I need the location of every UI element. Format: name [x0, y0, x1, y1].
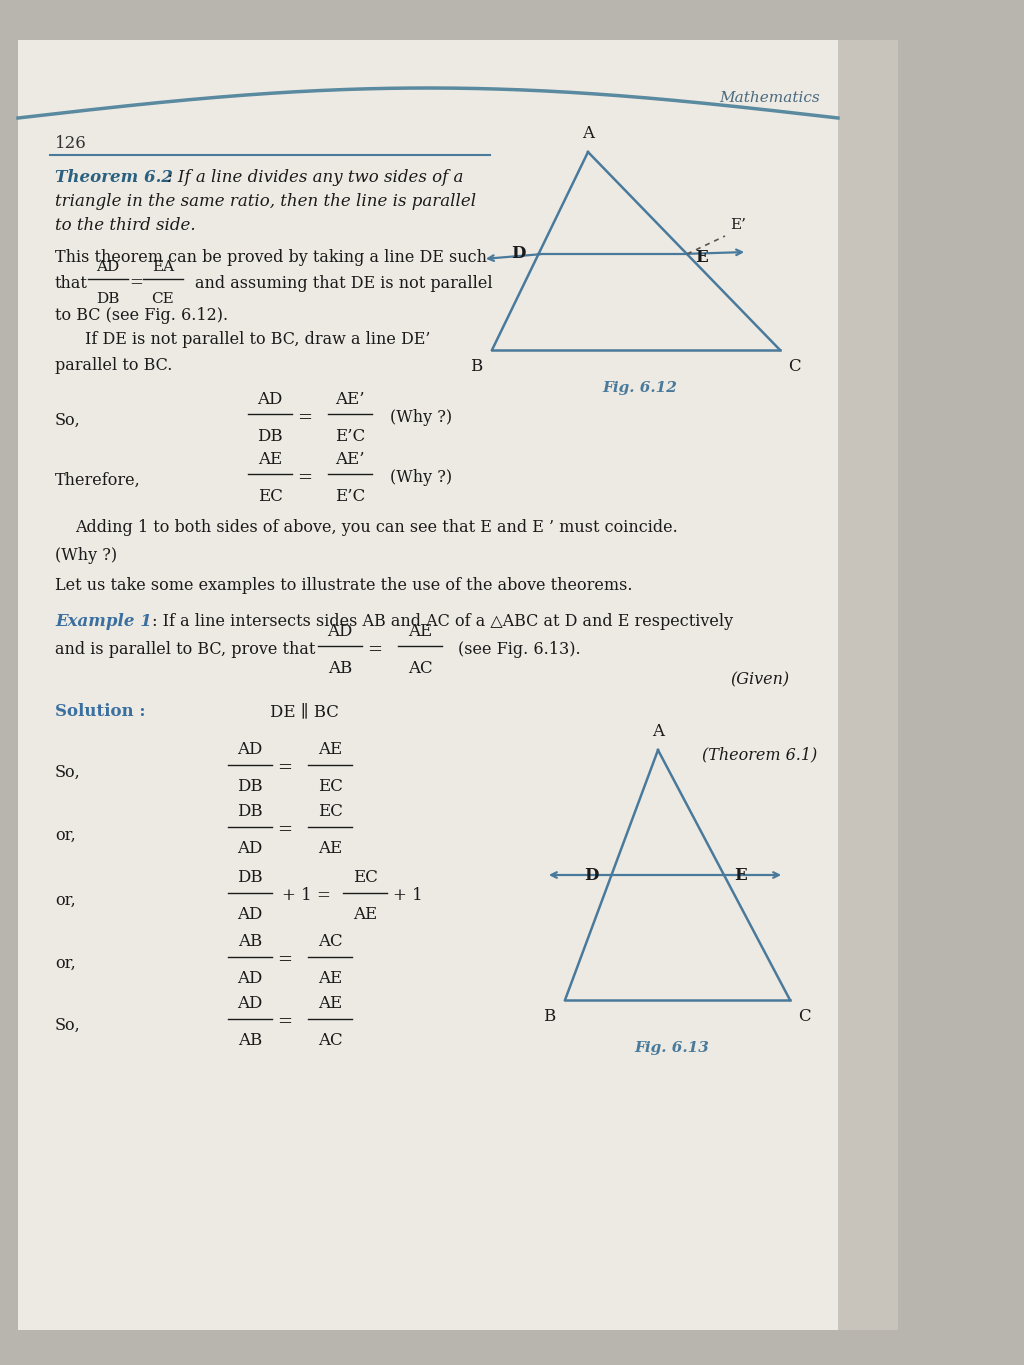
Text: parallel to BC.: parallel to BC. [55, 356, 172, 374]
Text: So,: So, [55, 1017, 81, 1033]
Text: =: = [298, 410, 312, 427]
Text: + 1: + 1 [393, 887, 423, 905]
Text: (Why ?): (Why ?) [390, 470, 453, 486]
Text: Fig. 6.13: Fig. 6.13 [635, 1041, 710, 1055]
Text: DB: DB [238, 803, 263, 820]
Text: EC: EC [317, 803, 342, 820]
Text: Therefore,: Therefore, [55, 471, 140, 489]
Text: AE: AE [317, 839, 342, 857]
Text: Let us take some examples to illustrate the use of the above theorems.: Let us take some examples to illustrate … [55, 576, 633, 594]
Text: C: C [798, 1007, 811, 1025]
Text: AD: AD [257, 390, 283, 408]
Text: : If a line divides any two sides of a: : If a line divides any two sides of a [167, 169, 464, 187]
Text: CE: CE [152, 292, 174, 306]
Text: AB: AB [328, 661, 352, 677]
Text: AD: AD [238, 839, 263, 857]
Text: AD: AD [238, 995, 263, 1011]
Text: AD: AD [238, 971, 263, 987]
Text: EC: EC [317, 778, 342, 794]
Text: This theorem can be proved by taking a line DE such: This theorem can be proved by taking a l… [55, 250, 487, 266]
Bar [838, 40, 898, 1330]
Text: AE: AE [317, 741, 342, 758]
Text: 126: 126 [55, 135, 87, 152]
Text: =: = [278, 1013, 293, 1031]
Text: A: A [582, 126, 594, 142]
Text: AC: AC [317, 934, 342, 950]
Text: or,: or, [55, 826, 76, 844]
Text: DB: DB [238, 778, 263, 794]
Text: : If a line intersects sides AB and AC of a △ABC at D and E respectively: : If a line intersects sides AB and AC o… [147, 613, 733, 631]
Text: E’C: E’C [335, 429, 366, 445]
Text: B: B [470, 358, 482, 375]
Text: Example 1: Example 1 [55, 613, 152, 631]
Text: AB: AB [238, 934, 262, 950]
Text: D: D [512, 246, 526, 262]
Text: (Theorem 6.1): (Theorem 6.1) [702, 747, 817, 763]
Text: AE: AE [353, 906, 377, 923]
Text: AD: AD [238, 741, 263, 758]
Text: A: A [652, 723, 664, 740]
Text: Solution :: Solution : [55, 703, 145, 721]
Text: E’C: E’C [335, 489, 366, 505]
Text: D: D [585, 867, 599, 883]
Text: triangle in the same ratio, then the line is parallel: triangle in the same ratio, then the lin… [55, 194, 476, 210]
Text: and is parallel to BC, prove that: and is parallel to BC, prove that [55, 642, 315, 658]
Text: AD: AD [238, 906, 263, 923]
Text: AE: AE [317, 971, 342, 987]
Text: (Given): (Given) [730, 672, 790, 688]
Text: AE: AE [258, 450, 283, 468]
Text: E’: E’ [730, 218, 746, 232]
Bar [18, 40, 838, 1330]
Text: AC: AC [317, 1032, 342, 1048]
Text: DB: DB [96, 292, 120, 306]
Text: So,: So, [55, 763, 81, 781]
Text: (Why ?): (Why ?) [55, 546, 117, 564]
Text: Fig. 6.12: Fig. 6.12 [602, 381, 678, 394]
Text: If DE is not parallel to BC, draw a line DE’: If DE is not parallel to BC, draw a line… [85, 332, 430, 348]
Text: =: = [298, 470, 312, 487]
Text: to BC (see Fig. 6.12).: to BC (see Fig. 6.12). [55, 307, 228, 324]
Text: E: E [695, 250, 708, 266]
Text: AE: AE [408, 622, 432, 640]
Text: or,: or, [55, 954, 76, 972]
Text: Mathematics: Mathematics [720, 91, 820, 105]
Text: =: = [278, 759, 293, 777]
Text: AC: AC [408, 661, 432, 677]
Text: =: = [278, 820, 293, 839]
Text: C: C [788, 358, 801, 375]
Text: AB: AB [238, 1032, 262, 1048]
Text: DE ∥ BC: DE ∥ BC [270, 703, 339, 721]
Text: Adding 1 to both sides of above, you can see that E and E ’ must coincide.: Adding 1 to both sides of above, you can… [75, 519, 678, 535]
Text: to the third side.: to the third side. [55, 217, 196, 235]
Text: E: E [734, 867, 746, 883]
Text: or,: or, [55, 891, 76, 909]
Text: and assuming that DE is not parallel: and assuming that DE is not parallel [195, 274, 493, 292]
Text: + 1 =: + 1 = [282, 887, 331, 905]
Text: EC: EC [258, 489, 283, 505]
Text: AD: AD [96, 259, 120, 274]
Text: Theorem 6.2: Theorem 6.2 [55, 169, 173, 187]
Text: that: that [55, 274, 88, 292]
Text: AD: AD [328, 622, 352, 640]
Text: AE’: AE’ [335, 450, 365, 468]
Text: So,: So, [55, 411, 81, 429]
Text: EA: EA [152, 259, 174, 274]
Text: =: = [129, 274, 143, 292]
Text: AE’: AE’ [335, 390, 365, 408]
Text: EC: EC [352, 870, 378, 886]
Text: =: = [278, 951, 293, 969]
Text: B: B [543, 1007, 555, 1025]
Text: DB: DB [238, 870, 263, 886]
Text: DB: DB [257, 429, 283, 445]
Text: AE: AE [317, 995, 342, 1011]
Text: =: = [368, 642, 383, 659]
Text: (see Fig. 6.13).: (see Fig. 6.13). [458, 642, 581, 658]
Text: (Why ?): (Why ?) [390, 410, 453, 426]
